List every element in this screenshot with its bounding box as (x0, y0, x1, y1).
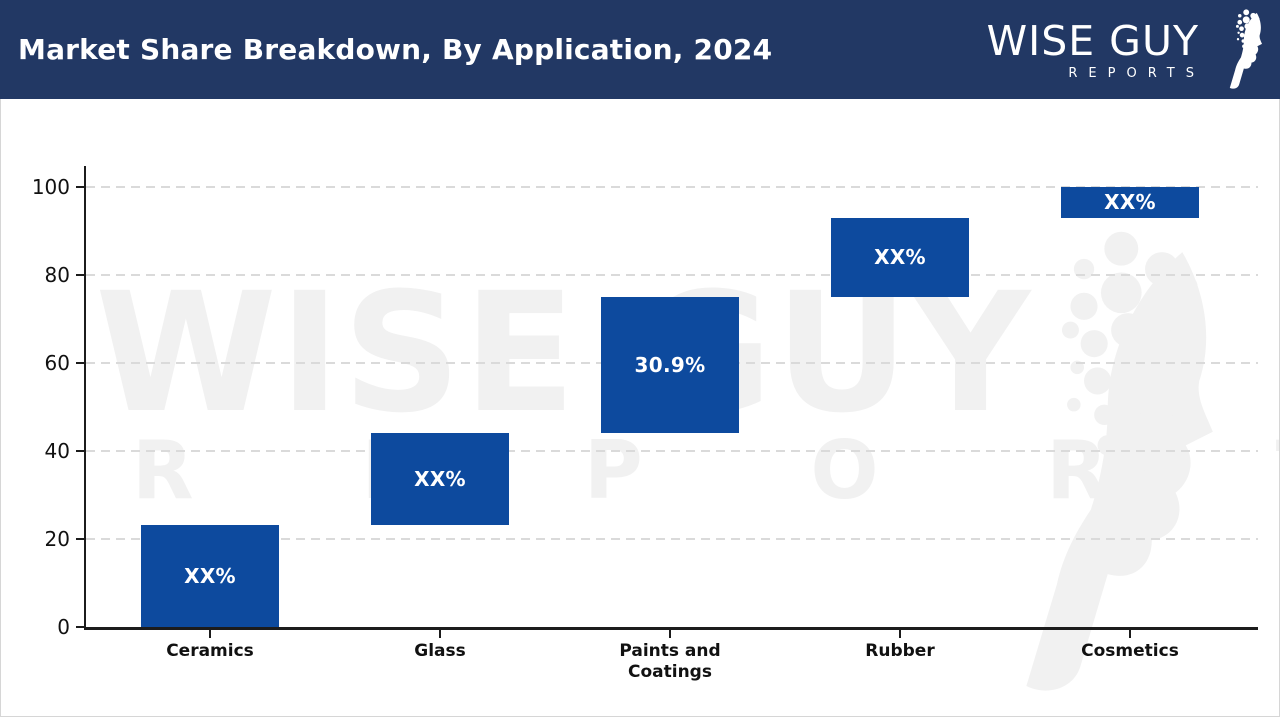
header-bar: Market Share Breakdown, By Application, … (0, 0, 1280, 99)
bar-paints-and-coatings: 30.9% (601, 297, 739, 433)
gridline-y-40 (86, 450, 1258, 452)
bar-ceramics: XX% (141, 524, 279, 627)
y-tick-mark (76, 450, 84, 452)
y-tick-mark (76, 274, 84, 276)
x-category-label: Cosmetics (1081, 641, 1179, 661)
x-category-label: Rubber (865, 641, 935, 661)
bar-value-label: XX% (874, 245, 926, 270)
y-tick-mark (76, 362, 84, 364)
y-tick-label: 80 (44, 263, 70, 287)
y-tick-mark (76, 186, 84, 188)
bar-value-label: 30.9% (634, 352, 706, 377)
bar-glass: XX% (371, 432, 509, 525)
y-tick-label: 20 (44, 527, 70, 551)
logo-text: WISE GUY REPORTS (987, 19, 1199, 81)
y-tick-label: 100 (31, 175, 70, 199)
x-tick-mark (439, 630, 441, 638)
gridline-y-100 (86, 186, 1258, 188)
gridline-y-20 (86, 538, 1258, 540)
bar-value-label: XX% (1104, 190, 1156, 215)
wise-guy-reports-logo: WISE GUY REPORTS (987, 7, 1264, 93)
x-category-label: Ceramics (166, 641, 254, 661)
dotted-head-icon (1205, 7, 1264, 93)
x-tick-mark (1129, 630, 1131, 638)
bar-rubber: XX% (831, 217, 969, 297)
y-tick-label: 40 (44, 439, 70, 463)
x-category-label: Paints and Coatings (619, 641, 721, 682)
bottom-hairline (0, 716, 1280, 717)
bar-cosmetics: XX% (1061, 187, 1199, 218)
left-hairline (0, 99, 1, 716)
y-axis-line (84, 166, 86, 630)
y-tick-mark (76, 538, 84, 540)
x-tick-mark (669, 630, 671, 638)
page-title: Market Share Breakdown, By Application, … (18, 33, 773, 66)
watermark-dotted-head-icon (884, 218, 1223, 697)
logo-wordmark: WISE GUY (986, 16, 1199, 65)
x-tick-mark (899, 630, 901, 638)
bar-value-label: XX% (184, 563, 236, 588)
gridline-y-80 (86, 274, 1258, 276)
y-tick-mark (76, 626, 84, 628)
x-tick-mark (209, 630, 211, 638)
x-category-label: Glass (414, 641, 466, 661)
bar-value-label: XX% (414, 466, 466, 491)
watermark-subtitle: R E P O R T S (132, 424, 1280, 517)
y-tick-label: 60 (44, 351, 70, 375)
y-tick-label: 0 (57, 615, 70, 639)
logo-subtitle: REPORTS (1068, 65, 1205, 81)
x-axis-line (84, 627, 1258, 630)
